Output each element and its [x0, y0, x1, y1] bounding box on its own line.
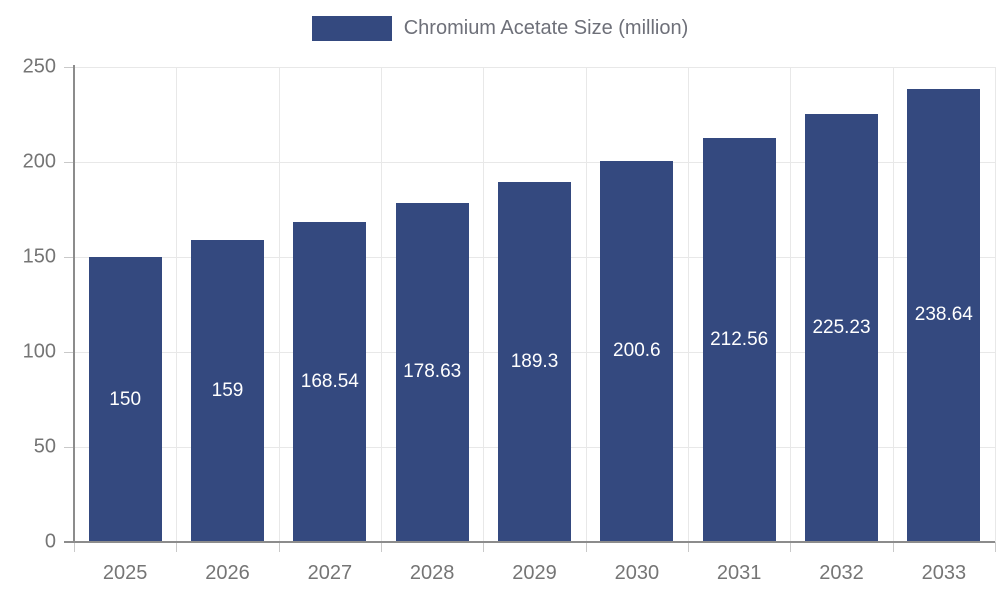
x-axis-tick-label-2029: 2029 [512, 562, 557, 584]
bar-value-label-2033: 238.64 [914, 304, 973, 326]
bar-2028 [395, 202, 469, 541]
x-axis-tick-label-2031: 2031 [716, 562, 762, 584]
x-gridline [585, 67, 587, 542]
bar-2030 [600, 160, 674, 541]
bar-value-label-2027: 168.54 [300, 370, 359, 392]
x-axis-tick [74, 542, 75, 552]
x-axis-tick [278, 542, 280, 552]
bar-value-label-2032: 225.23 [812, 317, 871, 339]
bar-2026 [191, 239, 264, 541]
legend[interactable]: Chromium Acetate Size (million) [0, 16, 1000, 41]
x-axis-tick [790, 542, 792, 552]
y-axis-tick-label: 100 [22, 340, 56, 363]
legend-swatch-icon [311, 16, 392, 41]
x-gridline [892, 67, 894, 542]
x-gridline [278, 67, 280, 542]
x-axis-tick [585, 542, 587, 552]
x-axis-tick-label-2032: 2032 [819, 562, 864, 584]
y-axis-tick [64, 162, 74, 163]
y-axis-tick [64, 447, 74, 448]
bar-2033 [907, 88, 981, 541]
y-axis-tick-label: 0 [44, 530, 56, 553]
bar-value-label-2029: 189.3 [510, 351, 559, 373]
y-axis-tick-label: 200 [22, 150, 56, 173]
bar-value-label-2025: 150 [109, 388, 142, 410]
x-axis-tick-label-2028: 2028 [409, 562, 455, 584]
y-axis-tick [64, 352, 74, 353]
y-axis-line [73, 65, 75, 542]
y-axis-tick [64, 67, 74, 68]
bar-2025 [88, 257, 162, 541]
x-axis-tick [995, 542, 996, 552]
x-gridline [995, 67, 996, 542]
x-axis-tick [688, 542, 689, 552]
y-axis-tick [64, 257, 74, 258]
x-gridline [790, 67, 792, 542]
x-gridline [176, 67, 178, 542]
bar-value-label-2028: 178.63 [403, 361, 462, 383]
legend-label: Chromium Acetate Size (million) [403, 17, 689, 39]
bar-value-label-2030: 200.6 [613, 340, 661, 362]
bar-2029 [498, 182, 571, 541]
x-gridline [381, 67, 382, 542]
y-gridline [74, 162, 995, 163]
x-axis-tick-label-2027: 2027 [307, 562, 353, 584]
x-axis-tick [176, 542, 178, 552]
x-axis-tick-label-2030: 2030 [614, 562, 660, 584]
bar-2031 [702, 138, 776, 541]
x-axis-line [64, 541, 995, 543]
bar-value-label-2026: 159 [211, 379, 244, 401]
x-axis-tick-label-2033: 2033 [921, 562, 967, 584]
x-axis-tick [381, 542, 382, 552]
y-axis-tick-label: 150 [22, 245, 56, 268]
x-axis-tick-label-2026: 2026 [205, 562, 250, 584]
x-axis-tick-label-2025: 2025 [102, 562, 148, 584]
x-gridline [688, 67, 689, 542]
y-axis-tick-label: 50 [33, 435, 56, 458]
x-axis-tick [892, 542, 894, 552]
bar-2027 [293, 221, 367, 541]
bar-2032 [805, 114, 878, 541]
x-axis-tick [483, 542, 485, 552]
y-gridline [74, 67, 995, 68]
y-axis-tick-label: 250 [22, 55, 56, 78]
bar-value-label-2031: 212.56 [710, 329, 769, 351]
x-gridline [483, 67, 485, 542]
